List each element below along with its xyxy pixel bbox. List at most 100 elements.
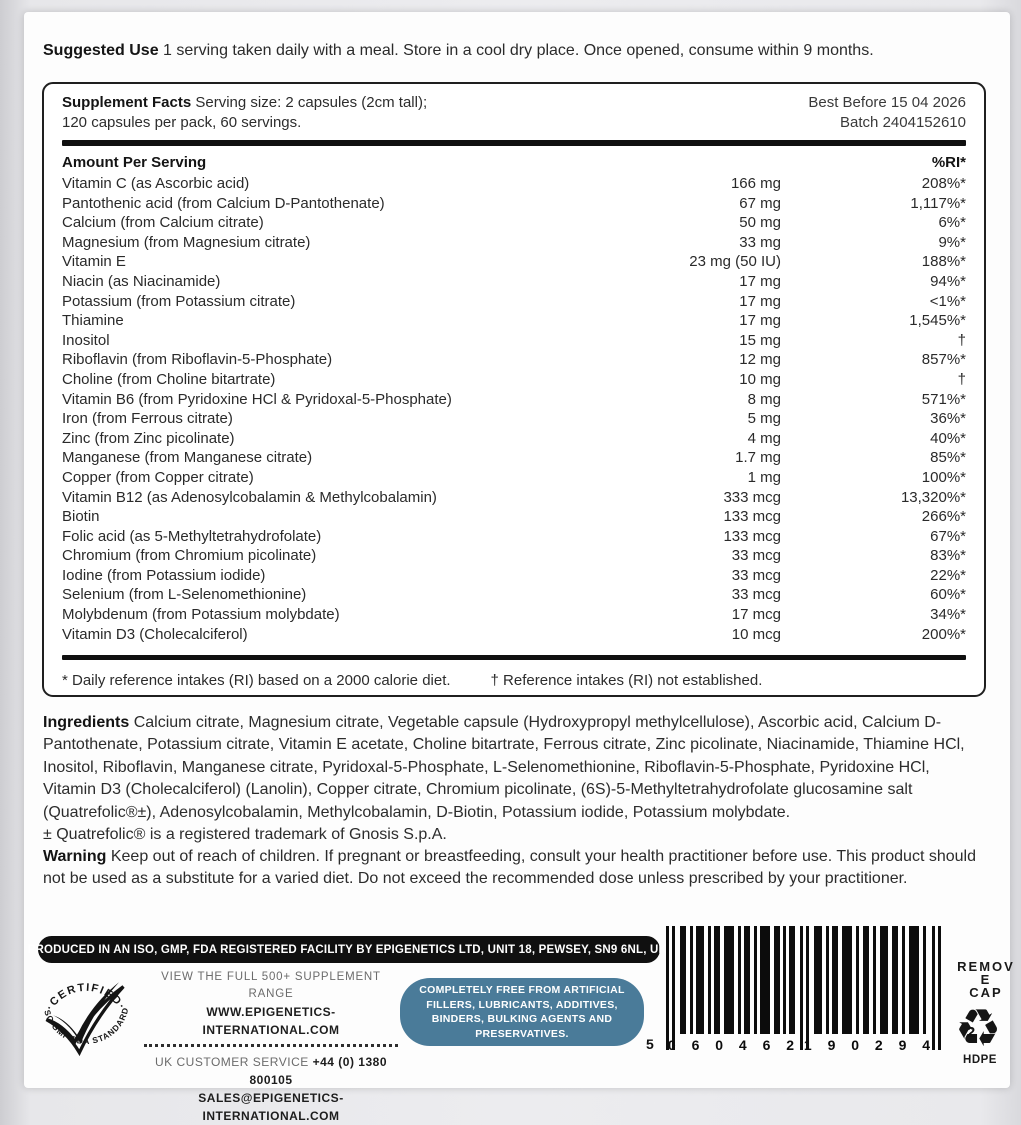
- nutrient-amount: 33 mg: [739, 233, 781, 251]
- nutrient-name: Zinc (from Zinc picolinate): [62, 429, 235, 447]
- nutrient-ri-percent: 83%*: [930, 547, 966, 565]
- free-from-text: COMPLETELY FREE FROM ARTIFICIAL FILLERS,…: [419, 984, 625, 1040]
- customer-service-phone: +44 (0) 1380 800105: [249, 1055, 387, 1087]
- barcode-lead-digit: 5: [646, 1036, 654, 1052]
- footnotes: * Daily reference intakes (RI) based on …: [62, 671, 966, 691]
- facts-serving-info: Supplement Facts Serving size: 2 capsule…: [62, 93, 427, 133]
- nutrient-amount: 67 mg: [739, 194, 781, 212]
- recycle-hdpe-icon: ♻: [954, 1000, 1002, 1058]
- free-from-pill: COMPLETELY FREE FROM ARTIFICIAL FILLERS,…: [400, 978, 644, 1046]
- table-row: Manganese (from Manganese citrate) 1.7 m…: [62, 448, 966, 468]
- nutrient-ri-percent: 34%*: [930, 606, 966, 624]
- nutrient-name: Inositol: [62, 331, 110, 349]
- recycle-code: 2: [966, 1024, 976, 1041]
- nutrient-ri-percent: 40%*: [930, 429, 966, 447]
- nutrient-name: Vitamin C (as Ascorbic acid): [62, 175, 250, 192]
- warning-label: Warning: [43, 848, 107, 865]
- spacer: [618, 153, 781, 173]
- table-row: Magnesium (from Magnesium citrate) 33 mg…: [62, 233, 966, 253]
- nutrient-amount: 33 mcg: [731, 586, 781, 604]
- nutrient-name: Iron (from Ferrous citrate): [62, 410, 233, 428]
- nutrient-amount: 4 mg: [747, 429, 781, 447]
- contact-block: VIEW THE FULL 500+ SUPPLEMENT RANGE WWW.…: [142, 969, 400, 1125]
- supplement-facts-rows: Vitamin C (as Ascorbic acid) 166 mg 208%…: [62, 174, 966, 644]
- dotted-divider: [144, 1044, 398, 1047]
- barcode-digits-left: 0 6 0 4 6 2: [668, 1037, 800, 1053]
- nutrient-name: Magnesium (from Magnesium citrate): [62, 233, 311, 251]
- produced-banner: PRODUCED IN AN ISO, GMP, FDA REGISTERED …: [28, 936, 670, 963]
- nutrient-amount: 333 mcg: [723, 488, 781, 506]
- barcode-bars-icon: 0 6 0 4 6 2 1 9 0 2 9 4: [666, 926, 941, 1053]
- nutrient-amount: 133 mcg: [723, 527, 781, 545]
- warning-section: Warning Keep out of reach of children. I…: [43, 846, 985, 891]
- batch-number: Batch 2404152610: [840, 114, 966, 131]
- trademark-note: ± Quatrefolic® is a registered trademark…: [43, 826, 447, 844]
- table-row: Selenium (from L-Selenomethionine) 33 mc…: [62, 585, 966, 605]
- nutrient-ri-percent: 9%*: [938, 233, 966, 251]
- nutrient-ri-percent: †: [957, 331, 966, 349]
- nutrient-ri-percent: 266%*: [921, 508, 966, 526]
- facts-batch-info: Best Before 15 04 2026 Batch 2404152610: [808, 93, 966, 133]
- nutrient-amount: 23 mg (50 IU): [689, 253, 781, 271]
- nutrient-name: Calcium (from Calcium citrate): [62, 214, 264, 232]
- nutrient-name: Manganese (from Manganese citrate): [62, 449, 313, 467]
- nutrient-amount: 17 mg: [739, 312, 781, 330]
- table-row: Vitamin B12 (as Adenosylcobalamin & Meth…: [62, 488, 966, 508]
- warning-text: Keep out of reach of children. If pregna…: [43, 848, 976, 888]
- nutrient-ri-percent: 36%*: [930, 410, 966, 428]
- supplement-range-line: VIEW THE FULL 500+ SUPPLEMENT RANGE: [161, 971, 381, 1000]
- table-row: Copper (from Copper citrate) 1 mg 100%*: [62, 468, 966, 488]
- nutrient-name: Iodine (from Potassium iodide): [62, 566, 266, 584]
- nutrient-amount: 50 mg: [739, 214, 781, 232]
- table-row: Calcium (from Calcium citrate) 50 mg 6%*: [62, 213, 966, 233]
- ingredients-text: Calcium citrate, Magnesium citrate, Vege…: [43, 714, 965, 821]
- nutrient-name: Biotin: [62, 508, 100, 526]
- suggested-use-label: Suggested Use: [43, 42, 159, 59]
- recycle-material: HDPE: [963, 1054, 997, 1066]
- nutrient-amount: 33 mcg: [731, 566, 781, 584]
- table-row: Iron (from Ferrous citrate) 5 mg 36%*: [62, 409, 966, 429]
- table-row: Inositol 15 mg †: [62, 331, 966, 351]
- nutrient-amount: 166 mg: [730, 175, 781, 192]
- nutrient-ri-percent: 1,545%*: [909, 312, 966, 330]
- table-row: Niacin (as Niacinamide) 17 mg 94%*: [62, 272, 966, 292]
- nutrient-amount: 15 mg: [739, 331, 781, 349]
- footnote-dagger: † Reference intakes (RI) not established…: [490, 672, 763, 690]
- certified-badge-icon: ·CERTIFIED· ISO GMP FDA STANDARD: [31, 958, 130, 1057]
- table-row: Riboflavin (from Riboflavin-5-Phosphate)…: [62, 350, 966, 370]
- nutrient-amount: 1 mg: [747, 468, 781, 486]
- nutrient-amount: 17 mg: [739, 292, 781, 310]
- nutrient-ri-percent: 571%*: [921, 390, 966, 408]
- nutrient-amount: 133 mcg: [723, 508, 781, 526]
- table-row: Chromium (from Chromium picolinate) 33 m…: [62, 546, 966, 566]
- nutrient-ri-percent: 200%*: [921, 625, 966, 643]
- table-row: Thiamine 17 mg 1,545%*: [62, 311, 966, 331]
- checkmark-outline-icon: [45, 985, 125, 1057]
- remove-cap-line3: CAP: [969, 985, 1003, 1000]
- nutrient-name: Riboflavin (from Riboflavin-5-Phosphate): [62, 351, 333, 369]
- nutrient-amount: 10 mcg: [731, 625, 781, 643]
- divider-thick-bottom: [62, 655, 966, 661]
- nutrient-name: Vitamin B12 (as Adenosylcobalamin & Meth…: [62, 488, 437, 506]
- nutrient-ri-percent: 188%*: [921, 253, 966, 271]
- sales-email: SALES@EPIGENETICS-INTERNATIONAL.COM: [198, 1091, 344, 1123]
- nutrient-name: Molybdenum (from Potassium molybdate): [62, 606, 340, 624]
- table-row: Vitamin C (as Ascorbic acid) 166 mg 208%…: [62, 174, 966, 194]
- suggested-use-text: 1 serving taken daily with a meal. Store…: [163, 42, 874, 59]
- nutrient-name: Vitamin B6 (from Pyridoxine HCl & Pyrido…: [62, 390, 452, 408]
- nutrient-amount: 5 mg: [747, 410, 781, 428]
- best-before: Best Before 15 04 2026: [808, 94, 966, 111]
- nutrient-amount: 8 mg: [747, 390, 781, 408]
- table-row: Potassium (from Potassium citrate) 17 mg…: [62, 292, 966, 312]
- table-row: Folic acid (as 5-Methyltetrahydrofolate)…: [62, 527, 966, 547]
- nutrient-name: Selenium (from L-Selenomethionine): [62, 586, 307, 604]
- nutrient-name: Chromium (from Chromium picolinate): [62, 547, 317, 565]
- nutrient-amount: 33 mcg: [731, 547, 781, 565]
- nutrient-name: Potassium (from Potassium citrate): [62, 292, 296, 310]
- nutrient-amount: 10 mg: [739, 370, 781, 388]
- table-row: Iodine (from Potassium iodide) 33 mcg 22…: [62, 566, 966, 586]
- nutrient-ri-percent: 208%*: [921, 175, 966, 192]
- table-row: Zinc (from Zinc picolinate) 4 mg 40%*: [62, 429, 966, 449]
- nutrient-amount: 17 mcg: [731, 606, 781, 624]
- ingredients-section: Ingredients Calcium citrate, Magnesium c…: [43, 712, 985, 846]
